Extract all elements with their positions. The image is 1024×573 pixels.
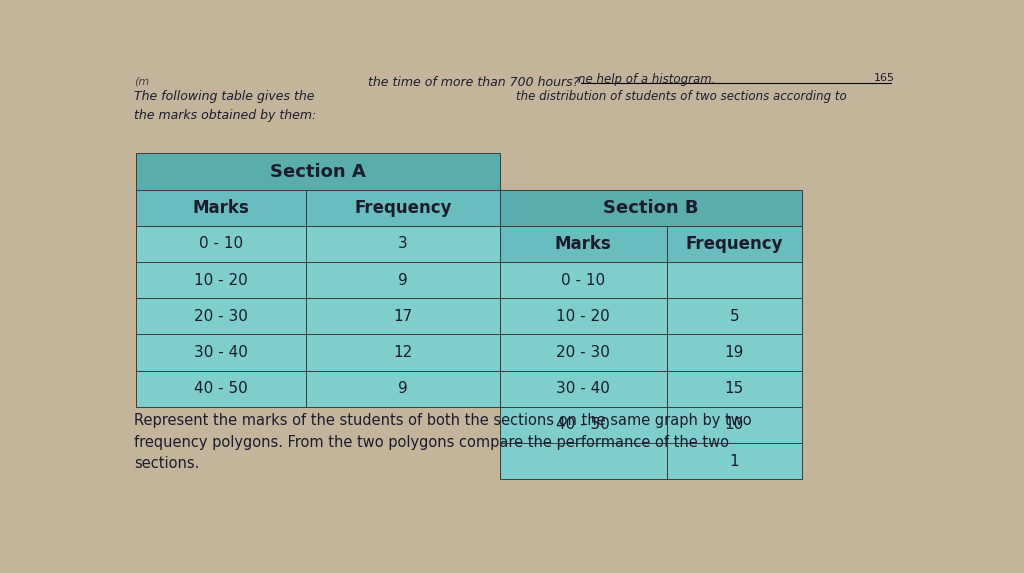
Text: 0 - 10: 0 - 10 bbox=[199, 237, 243, 252]
Text: 9: 9 bbox=[398, 381, 408, 396]
Bar bbox=[136, 154, 500, 190]
Text: frequency polygons. From the two polygons compare the performance of the two: frequency polygons. From the two polygon… bbox=[134, 434, 729, 449]
Text: Marks: Marks bbox=[193, 199, 250, 217]
Text: 9: 9 bbox=[398, 273, 408, 288]
Text: 40 - 50: 40 - 50 bbox=[556, 417, 610, 433]
Text: 30 - 40: 30 - 40 bbox=[556, 381, 610, 396]
Bar bbox=[500, 298, 667, 335]
Bar bbox=[306, 298, 500, 335]
Bar bbox=[306, 190, 500, 226]
Text: 10 - 20: 10 - 20 bbox=[195, 273, 248, 288]
Text: 20 - 30: 20 - 30 bbox=[556, 345, 610, 360]
Text: 19: 19 bbox=[725, 345, 744, 360]
Text: 1: 1 bbox=[730, 454, 739, 469]
Text: 30 - 40: 30 - 40 bbox=[195, 345, 248, 360]
Text: Marks: Marks bbox=[555, 235, 611, 253]
Bar bbox=[667, 443, 802, 479]
Text: 12: 12 bbox=[393, 345, 413, 360]
Text: Frequency: Frequency bbox=[686, 235, 783, 253]
Text: (m: (m bbox=[134, 76, 150, 87]
Bar bbox=[306, 335, 500, 371]
Text: ne help of a histogram.: ne help of a histogram. bbox=[578, 73, 715, 85]
Text: 165: 165 bbox=[874, 73, 895, 83]
Bar bbox=[667, 407, 802, 443]
Text: The following table gives the: The following table gives the bbox=[134, 91, 314, 103]
Bar bbox=[500, 443, 667, 479]
Bar bbox=[306, 262, 500, 298]
Bar bbox=[500, 262, 667, 298]
Bar bbox=[136, 226, 306, 262]
Text: 15: 15 bbox=[725, 381, 744, 396]
Text: Frequency: Frequency bbox=[354, 199, 452, 217]
Bar bbox=[500, 335, 667, 371]
Bar bbox=[500, 407, 667, 443]
Bar bbox=[667, 335, 802, 371]
Text: the time of more than 700 hours?: the time of more than 700 hours? bbox=[369, 76, 580, 89]
Bar bbox=[136, 335, 306, 371]
Bar bbox=[667, 226, 802, 262]
Text: 0 - 10: 0 - 10 bbox=[561, 273, 605, 288]
Text: Represent the marks of the students of both the sections on the same graph by tw: Represent the marks of the students of b… bbox=[134, 413, 752, 428]
Text: 5: 5 bbox=[730, 309, 739, 324]
Text: 20 - 30: 20 - 30 bbox=[195, 309, 248, 324]
Bar bbox=[136, 371, 306, 407]
Bar bbox=[136, 190, 306, 226]
Text: Section A: Section A bbox=[270, 163, 366, 180]
Bar bbox=[667, 371, 802, 407]
Bar bbox=[667, 298, 802, 335]
Text: 10 - 20: 10 - 20 bbox=[556, 309, 610, 324]
Bar bbox=[500, 371, 667, 407]
Text: 10: 10 bbox=[725, 417, 744, 433]
Bar bbox=[136, 262, 306, 298]
Bar bbox=[306, 226, 500, 262]
Bar bbox=[667, 262, 802, 298]
Bar bbox=[500, 226, 667, 262]
Bar bbox=[500, 190, 802, 226]
Text: the marks obtained by them:: the marks obtained by them: bbox=[134, 109, 316, 122]
Bar bbox=[306, 371, 500, 407]
Text: Section B: Section B bbox=[603, 199, 698, 217]
Text: 40 - 50: 40 - 50 bbox=[195, 381, 248, 396]
Text: 3: 3 bbox=[398, 237, 408, 252]
Text: 17: 17 bbox=[393, 309, 413, 324]
Text: sections.: sections. bbox=[134, 456, 200, 471]
Text: the distribution of students of two sections according to: the distribution of students of two sect… bbox=[515, 91, 846, 103]
Bar bbox=[136, 298, 306, 335]
